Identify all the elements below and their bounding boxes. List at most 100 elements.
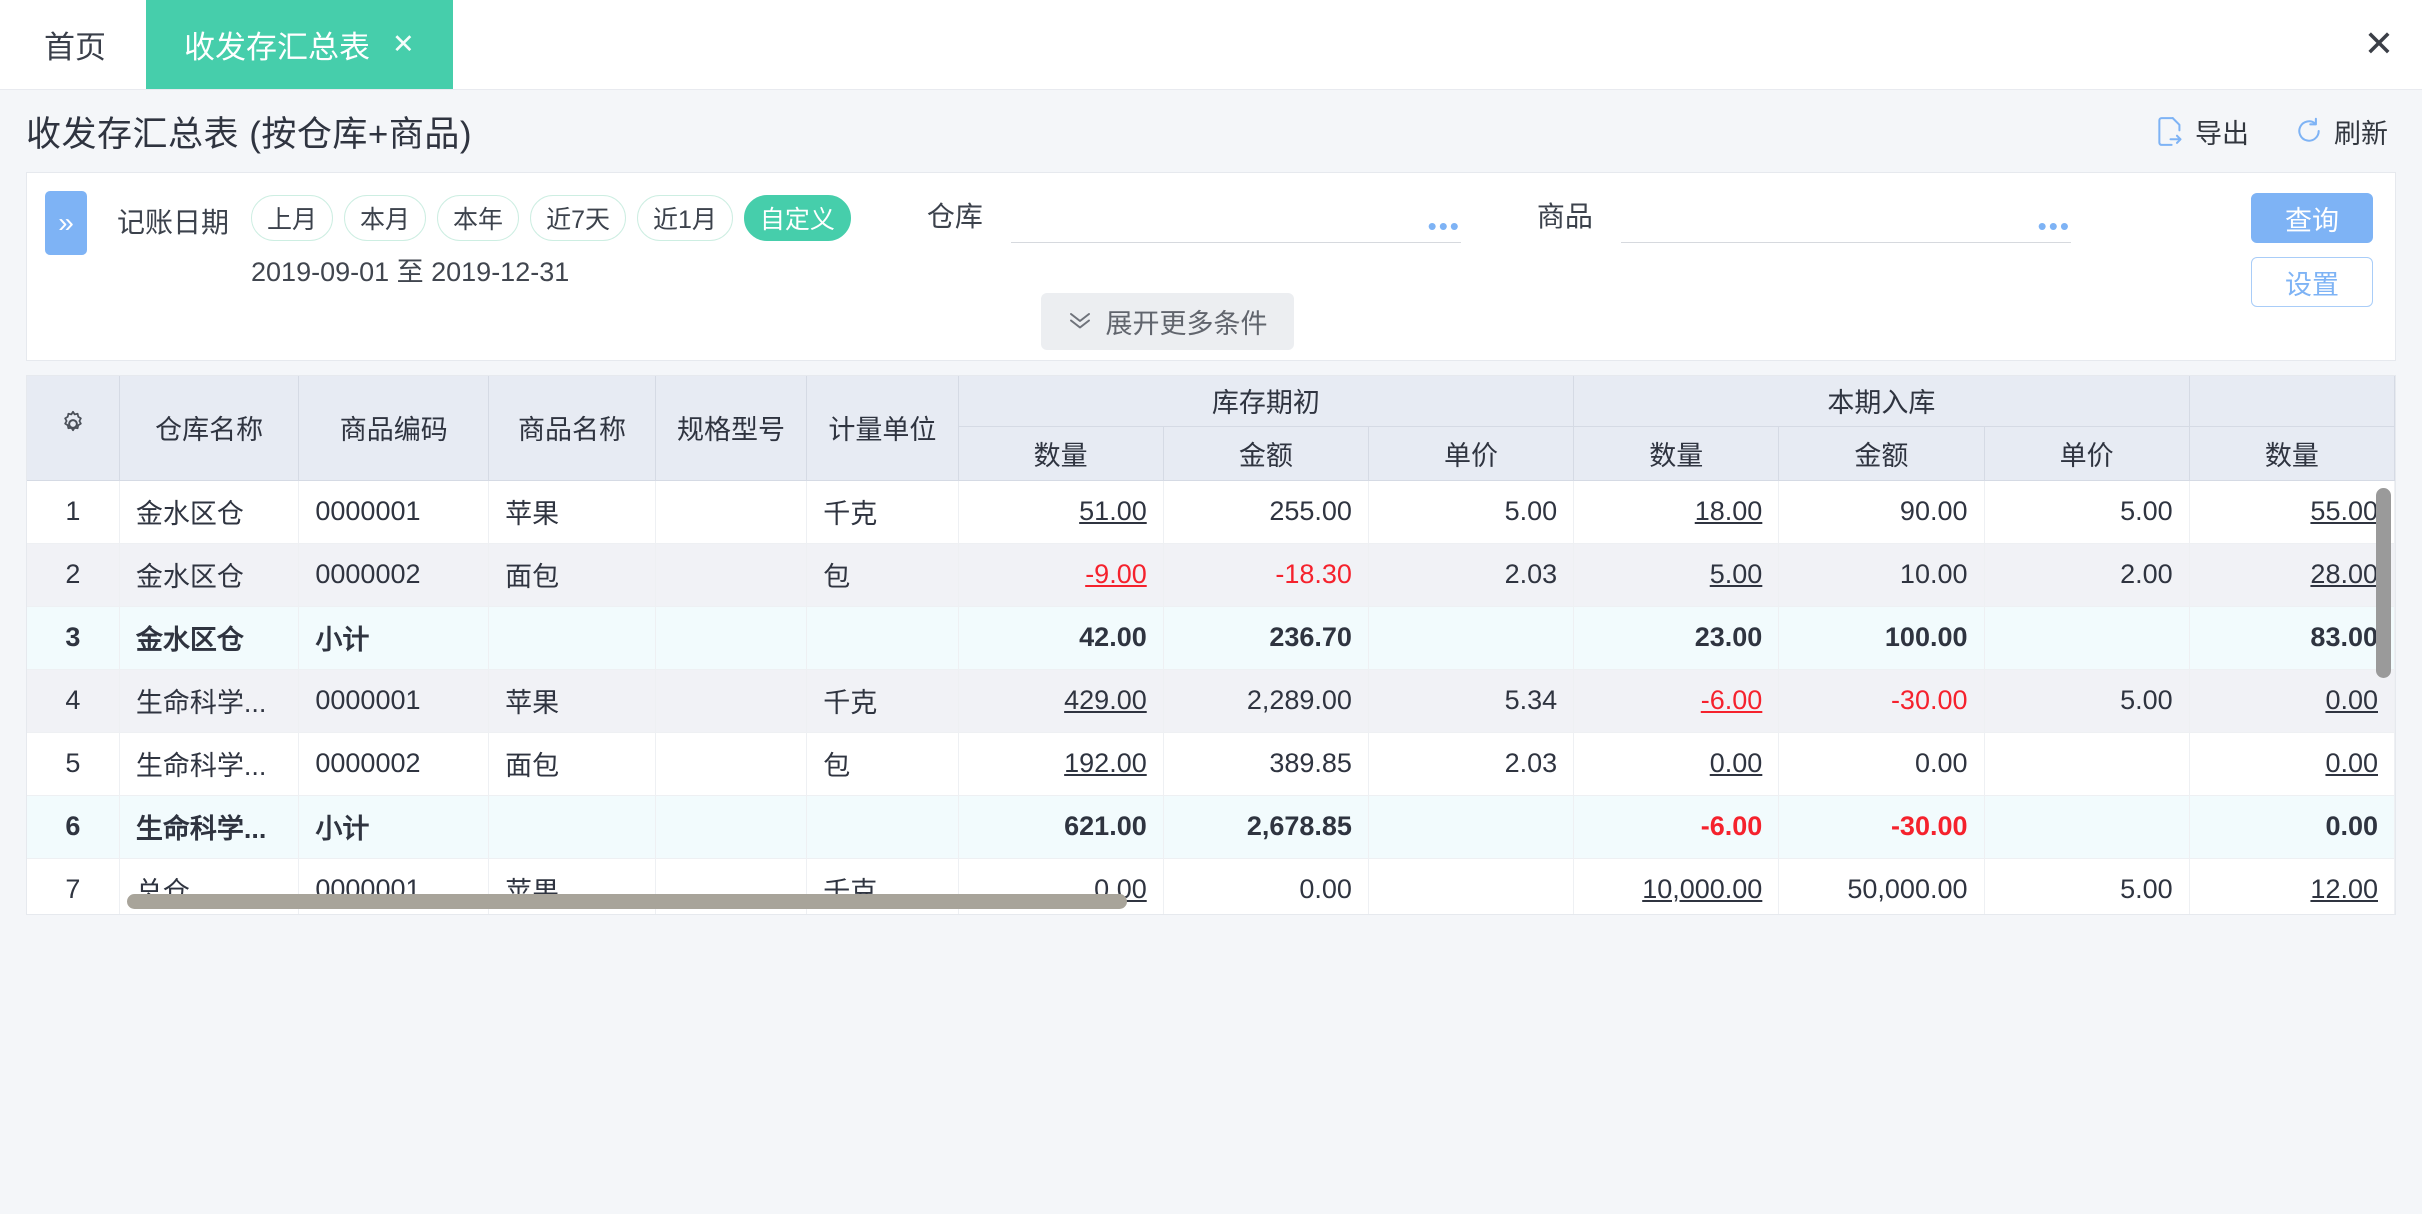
column-header-inbound-qty[interactable]: 数量 — [1573, 426, 1780, 481]
cell-inbound-qty[interactable]: 0.00 — [1573, 732, 1780, 796]
column-header-begin-amount[interactable]: 金额 — [1163, 426, 1369, 481]
cell-begin-price: 2.03 — [1368, 543, 1575, 607]
cell-code: 0000001 — [298, 669, 490, 733]
column-header-inbound-amount[interactable]: 金额 — [1778, 426, 1985, 481]
cell-inbound-qty[interactable]: 18.00 — [1573, 480, 1780, 544]
cell-begin-qty[interactable]: -9.00 — [958, 543, 1164, 607]
cell-begin-qty[interactable]: 51.00 — [958, 480, 1164, 544]
cell-inbound-qty[interactable]: 5.00 — [1573, 543, 1780, 607]
cell-unit: 包 — [806, 732, 959, 796]
date-range-value[interactable]: 2019-09-01 至 2019-12-31 — [251, 257, 570, 287]
warehouse-input-wrap: ••• — [1010, 204, 1461, 243]
column-header-code[interactable]: 商品编码 — [298, 376, 490, 481]
cell-begin-amount: 2,678.85 — [1163, 795, 1369, 859]
export-button[interactable]: 导出 — [2157, 112, 2249, 151]
expand-more-conditions-label: 展开更多条件 — [1105, 309, 1268, 339]
cell-code: 0000001 — [298, 480, 490, 544]
column-header-product[interactable]: 商品名称 — [488, 376, 656, 481]
column-header-trailing-qty[interactable]: 数量 — [2189, 426, 2395, 481]
cell-trailing-qty: 0.00 — [2189, 795, 2395, 859]
table-row[interactable]: 5 生命科学... 0000002 面包包 192.00 389.85 2.03 0.00 0.… — [27, 732, 2395, 796]
cell-begin-price — [1368, 858, 1575, 914]
date-chip-custom[interactable]: 自定义 — [743, 195, 851, 241]
column-settings-gear[interactable] — [27, 376, 120, 481]
cell-row-index: 1 — [27, 480, 120, 544]
cell-product: 苹果 — [488, 669, 656, 733]
column-header-warehouse[interactable]: 仓库名称 — [119, 376, 300, 481]
column-header-begin-price[interactable]: 单价 — [1368, 426, 1575, 481]
table-body: 1 金水区仓 0000001 苹果 千克 51.00 255.00 5.00 18.00 90.0… — [27, 480, 2395, 914]
cell-spec — [655, 732, 808, 796]
cell-trailing-qty[interactable]: 28.00 — [2189, 543, 2395, 607]
date-chip-last-1-month[interactable]: 近1月 — [636, 195, 733, 241]
tab-home[interactable]: 首页 — [0, 0, 146, 89]
cell-unit: 千克 — [806, 669, 959, 733]
date-chip-last-month[interactable]: 上月 — [251, 195, 334, 241]
table-row[interactable]: 2 金水区仓 0000002 面包包 -9.00 -18.30 2.03 5.00 10.00 2… — [27, 543, 2395, 607]
cell-row-index: 6 — [27, 795, 120, 859]
cell-warehouse: 金水区仓 — [119, 480, 300, 544]
window-close-icon[interactable]: ✕ — [2363, 23, 2394, 65]
cell-trailing-qty[interactable]: 0.00 — [2189, 669, 2395, 733]
collapse-sidebar-button[interactable]: » — [45, 191, 87, 255]
vertical-scrollbar[interactable] — [2376, 488, 2391, 678]
cell-unit — [806, 795, 959, 859]
cell-inbound-qty[interactable]: 10,000.00 — [1573, 858, 1780, 914]
cell-begin-qty[interactable]: 429.00 — [958, 669, 1164, 733]
column-header-inbound-price[interactable]: 单价 — [1984, 426, 2190, 481]
cell-row-index: 3 — [27, 606, 120, 670]
warehouse-picker-icon[interactable]: ••• — [1427, 211, 1461, 242]
tab-inventory-summary[interactable]: 收发存汇总表 ✕ — [146, 0, 453, 89]
warehouse-label: 仓库 — [926, 201, 983, 232]
column-header-begin-qty[interactable]: 数量 — [958, 426, 1164, 481]
cell-inbound-amount: 50,000.00 — [1778, 858, 1985, 914]
column-group-trailing — [2189, 376, 2395, 427]
cell-inbound-amount: 0.00 — [1778, 732, 1985, 796]
cell-trailing-qty: 83.00 — [2189, 606, 2395, 670]
cell-begin-amount: 255.00 — [1163, 480, 1369, 544]
table-row[interactable]: 4 生命科学... 0000001 苹果 千克 429.00 2,289.00 5.34 -6.… — [27, 669, 2395, 733]
cell-product — [488, 606, 656, 670]
product-input[interactable] — [1620, 204, 2028, 235]
date-filter-group: 记账日期 上月 本月 本年 近7天 近1月 自定义 2019-09-01 至 2… — [117, 195, 851, 289]
cell-row-index: 2 — [27, 543, 120, 607]
cell-row-index: 5 — [27, 732, 120, 796]
cell-spec — [655, 480, 808, 544]
cell-inbound-price: 2.00 — [1984, 543, 2190, 607]
cell-trailing-qty[interactable]: 12.00 — [2189, 858, 2395, 914]
date-chip-this-year[interactable]: 本年 — [437, 195, 520, 241]
cell-spec — [655, 669, 808, 733]
date-chip-last-7-days[interactable]: 近7天 — [530, 195, 626, 241]
horizontal-scrollbar[interactable] — [127, 894, 1127, 909]
cell-begin-price: 5.00 — [1368, 480, 1575, 544]
expand-more-conditions-button[interactable]: 展开更多条件 — [1040, 293, 1294, 350]
product-picker-icon[interactable]: ••• — [2037, 211, 2071, 242]
tab-close-icon[interactable]: ✕ — [392, 29, 415, 60]
cell-warehouse: 金水区仓 — [119, 606, 300, 670]
query-button[interactable]: 查询 — [2251, 193, 2373, 243]
cell-trailing-qty[interactable]: 0.00 — [2189, 732, 2395, 796]
date-chip-this-month[interactable]: 本月 — [344, 195, 427, 241]
warehouse-input[interactable] — [1010, 204, 1418, 235]
cell-trailing-qty[interactable]: 55.00 — [2189, 480, 2395, 544]
date-filter-block: 上月 本月 本年 近7天 近1月 自定义 2019-09-01 至 2019-1… — [229, 195, 851, 289]
table-row[interactable]: 3 金水区仓 小计 42.00 236.70 23.00 100.00 83.00 — [27, 606, 2395, 670]
product-input-wrap: ••• — [1620, 204, 2071, 243]
cell-code: 0000002 — [298, 543, 490, 607]
table-row[interactable]: 6 生命科学... 小计 621.00 2,678.85 -6.00 -30.00 0.00 — [27, 795, 2395, 859]
settings-button[interactable]: 设置 — [2251, 257, 2373, 307]
date-filter-label: 记账日期 — [117, 207, 230, 238]
cell-row-index: 4 — [27, 669, 120, 733]
cell-begin-amount: 389.85 — [1163, 732, 1369, 796]
cell-warehouse: 生命科学... — [119, 732, 300, 796]
cell-begin-amount: -18.30 — [1163, 543, 1369, 607]
date-preset-chips: 上月 本月 本年 近7天 近1月 自定义 — [251, 195, 851, 241]
table-row[interactable]: 1 金水区仓 0000001 苹果 千克 51.00 255.00 5.00 18.00 90.0… — [27, 480, 2395, 544]
cell-begin-qty[interactable]: 192.00 — [958, 732, 1164, 796]
cell-begin-price — [1368, 606, 1575, 670]
cell-inbound-qty[interactable]: -6.00 — [1573, 669, 1780, 733]
column-header-unit[interactable]: 计量单位 — [806, 376, 959, 481]
page-title: 收发存汇总表 (按仓库+商品) — [26, 114, 472, 154]
column-header-spec[interactable]: 规格型号 — [655, 376, 808, 481]
refresh-button[interactable]: 刷新 — [2295, 112, 2388, 151]
